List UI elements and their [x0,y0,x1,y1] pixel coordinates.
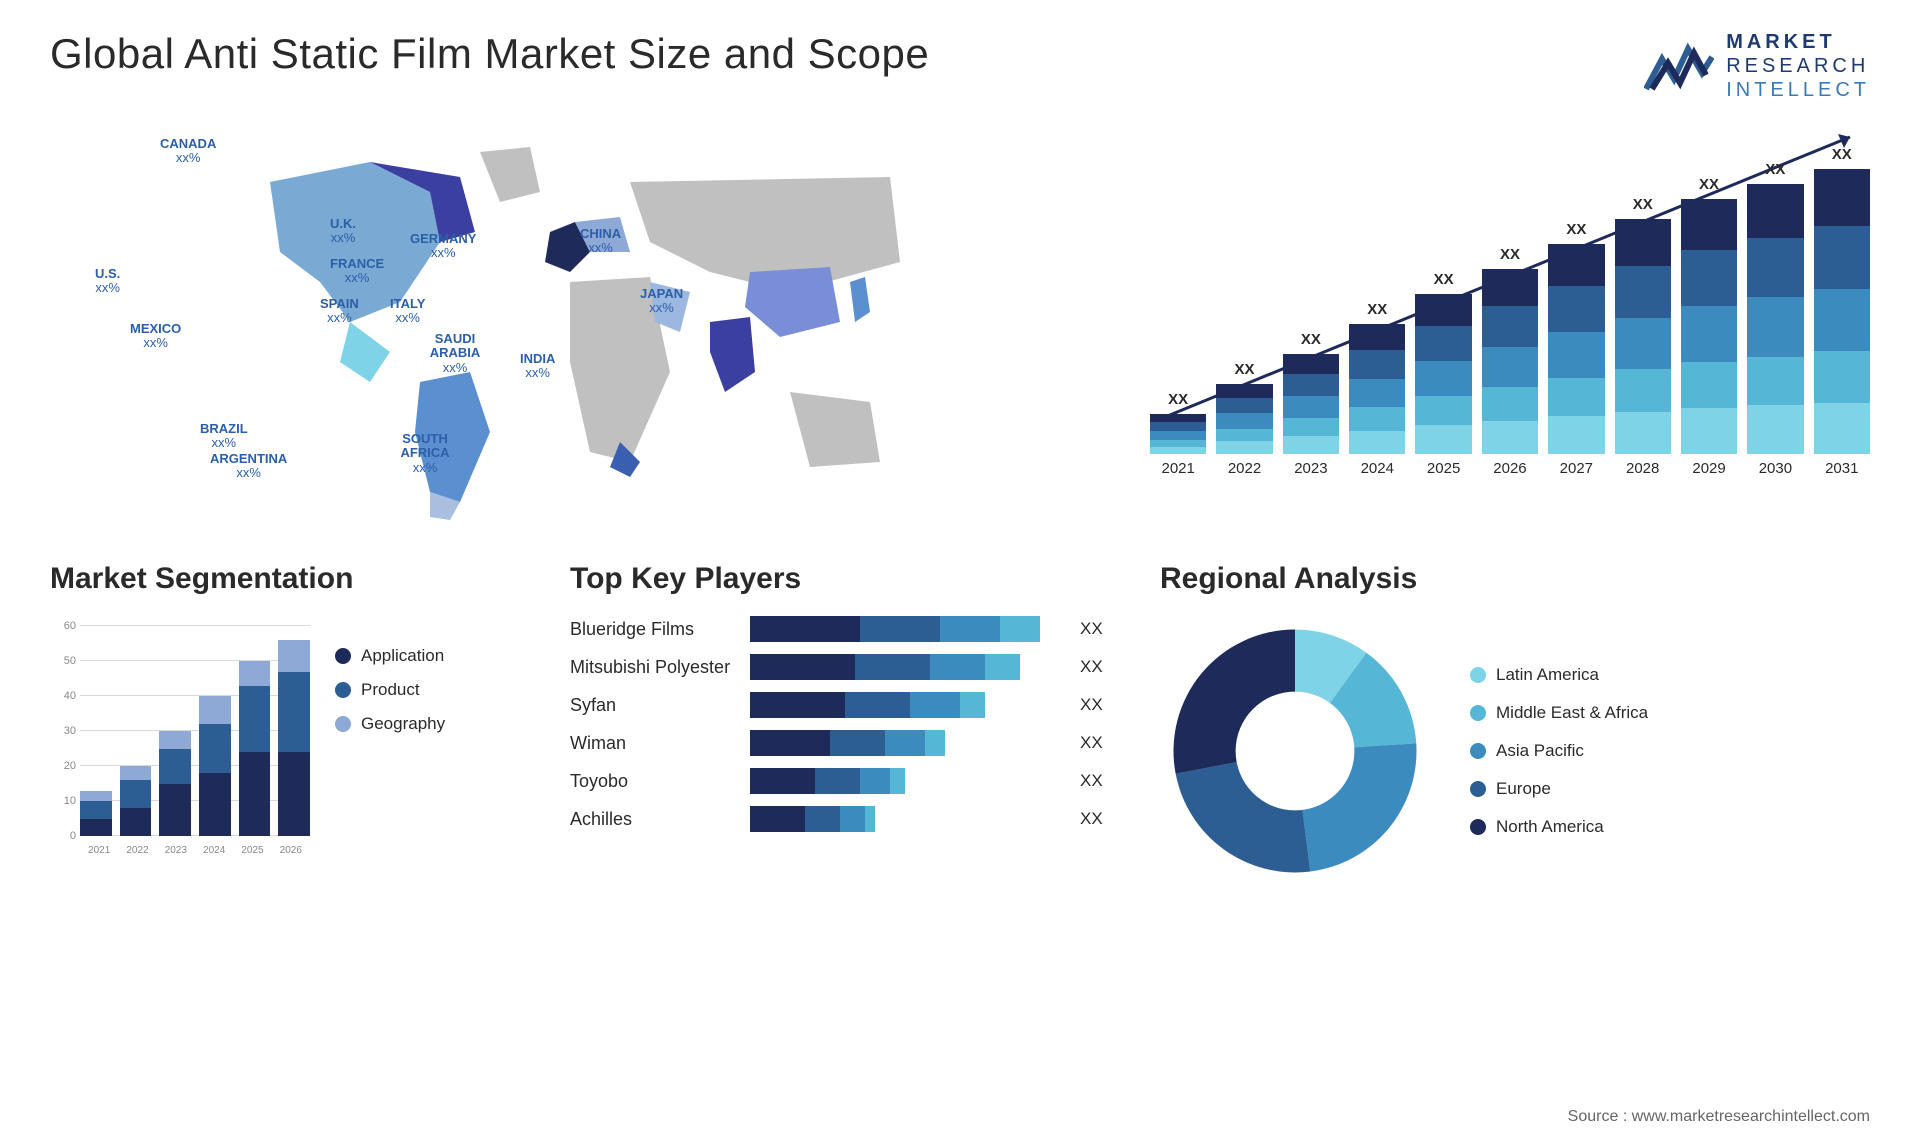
map-label-us: U.S.xx% [95,267,120,296]
growth-value-label: XX [1367,301,1387,318]
growth-value-label: XX [1500,246,1520,263]
kp-value: XX [1070,619,1110,639]
growth-year-label: 2021 [1161,460,1194,477]
kp-name: Syfan [570,695,750,716]
growth-col-2026: XX 2026 [1482,246,1538,477]
growth-value-label: XX [1832,146,1852,163]
growth-chart: XX 2021 XX 2022 XX 2023 XX 2024 XX 2025 XX 2026 XX 20… [1150,122,1870,502]
growth-col-2023: XX 2023 [1283,331,1339,477]
growth-year-label: 2027 [1560,460,1593,477]
logo-line2: RESEARCH [1726,54,1870,78]
kp-value: XX [1070,695,1110,715]
keyplayers-chart: Blueridge FilmsXXMitsubishi PolyesterXXS… [570,616,1110,832]
regional-legend: Latin America Middle East & Africa Asia Pa… [1470,665,1648,837]
map-label-india: INDIAxx% [520,352,555,381]
growth-year-label: 2025 [1427,460,1460,477]
growth-value-label: XX [1765,161,1785,178]
kp-row-achilles: Achilles XX [570,806,1110,832]
growth-value-label: XX [1699,176,1719,193]
growth-year-label: 2031 [1825,460,1858,477]
seg-legend-geography: Geography [335,714,445,734]
map-label-italy: ITALYxx% [390,297,425,326]
growth-value-label: XX [1301,331,1321,348]
logo-line3: INTELLECT [1726,78,1870,102]
growth-year-label: 2022 [1228,460,1261,477]
kp-name: Mitsubishi Polyester [570,657,750,678]
growth-col-2031: XX 2031 [1814,146,1870,477]
map-label-japan: JAPANxx% [640,287,683,316]
regional-title: Regional Analysis [1160,562,1870,596]
growth-col-2028: XX 2028 [1615,196,1671,477]
reg-legend-northamerica: North America [1470,817,1648,837]
map-label-mexico: MEXICOxx% [130,322,181,351]
growth-year-label: 2024 [1361,460,1394,477]
kp-row-toyobo: Toyobo XX [570,768,1110,794]
growth-year-label: 2028 [1626,460,1659,477]
kp-name: Blueridge Films [570,619,750,640]
regional-donut [1160,616,1430,886]
growth-year-label: 2030 [1759,460,1792,477]
seg-col-2024 [199,696,231,836]
kp-value: XX [1070,771,1110,791]
seg-col-2025 [239,661,271,836]
growth-value-label: XX [1168,391,1188,408]
logo-line1: MARKET [1726,30,1870,54]
map-label-argentina: ARGENTINAxx% [210,452,287,481]
world-map: CANADAxx% U.S.xx% MEXICOxx% BRAZILxx%ARGENT… [50,122,1110,522]
kp-row-wiman: Wiman XX [570,730,1110,756]
kp-name: Toyobo [570,771,750,792]
brand-logo: MARKET RESEARCH INTELLECT [1644,30,1870,102]
seg-col-2021 [80,791,112,837]
reg-legend-asiapacific: Asia Pacific [1470,741,1648,761]
keyplayers-title: Top Key Players [570,562,1110,596]
growth-col-2022: XX 2022 [1216,361,1272,477]
growth-year-label: 2026 [1493,460,1526,477]
seg-col-2022 [120,766,152,836]
kp-name: Wiman [570,733,750,754]
kp-name: Achilles [570,809,750,830]
segmentation-legend: Application Product Geography [335,616,445,856]
seg-col-2026 [278,640,310,836]
kp-row-mitsubishipolyester: Mitsubishi Polyester XX [570,654,1110,680]
page-title: Global Anti Static Film Market Size and … [50,30,929,78]
growth-col-2027: XX 2027 [1548,221,1604,477]
kp-row-syfan: Syfan XX [570,692,1110,718]
segmentation-chart: 0102030405060202120222023202420252026 [50,616,310,856]
map-label-southafrica: SOUTH AFRICAxx% [390,432,460,475]
map-label-china: CHINAxx% [580,227,621,256]
growth-value-label: XX [1633,196,1653,213]
growth-col-2024: XX 2024 [1349,301,1405,477]
seg-col-2023 [159,731,191,836]
map-svg [50,122,1110,522]
kp-value: XX [1070,733,1110,753]
growth-year-label: 2029 [1692,460,1725,477]
map-label-uk: U.K.xx% [330,217,356,246]
growth-value-label: XX [1434,271,1454,288]
growth-col-2029: XX 2029 [1681,176,1737,477]
kp-value: XX [1070,809,1110,829]
reg-legend-latinamerica: Latin America [1470,665,1648,685]
source-footer: Source : www.marketresearchintellect.com [1568,1108,1870,1126]
growth-value-label: XX [1235,361,1255,378]
growth-value-label: XX [1566,221,1586,238]
seg-legend-product: Product [335,680,445,700]
growth-col-2030: XX 2030 [1747,161,1803,477]
map-label-saudiarabia: SAUDI ARABIAxx% [420,332,490,375]
kp-row-blueridgefilms: Blueridge Films XX [570,616,1110,642]
kp-value: XX [1070,657,1110,677]
reg-legend-middleeastafrica: Middle East & Africa [1470,703,1648,723]
map-label-brazil: BRAZILxx% [200,422,248,451]
growth-col-2021: XX 2021 [1150,391,1206,477]
map-label-germany: GERMANYxx% [410,232,476,261]
segmentation-title: Market Segmentation [50,562,520,596]
map-label-spain: SPAINxx% [320,297,359,326]
growth-year-label: 2023 [1294,460,1327,477]
map-label-canada: CANADAxx% [160,137,216,166]
growth-col-2025: XX 2025 [1415,271,1471,477]
seg-legend-application: Application [335,646,445,666]
reg-legend-europe: Europe [1470,779,1648,799]
map-label-france: FRANCExx% [330,257,384,286]
